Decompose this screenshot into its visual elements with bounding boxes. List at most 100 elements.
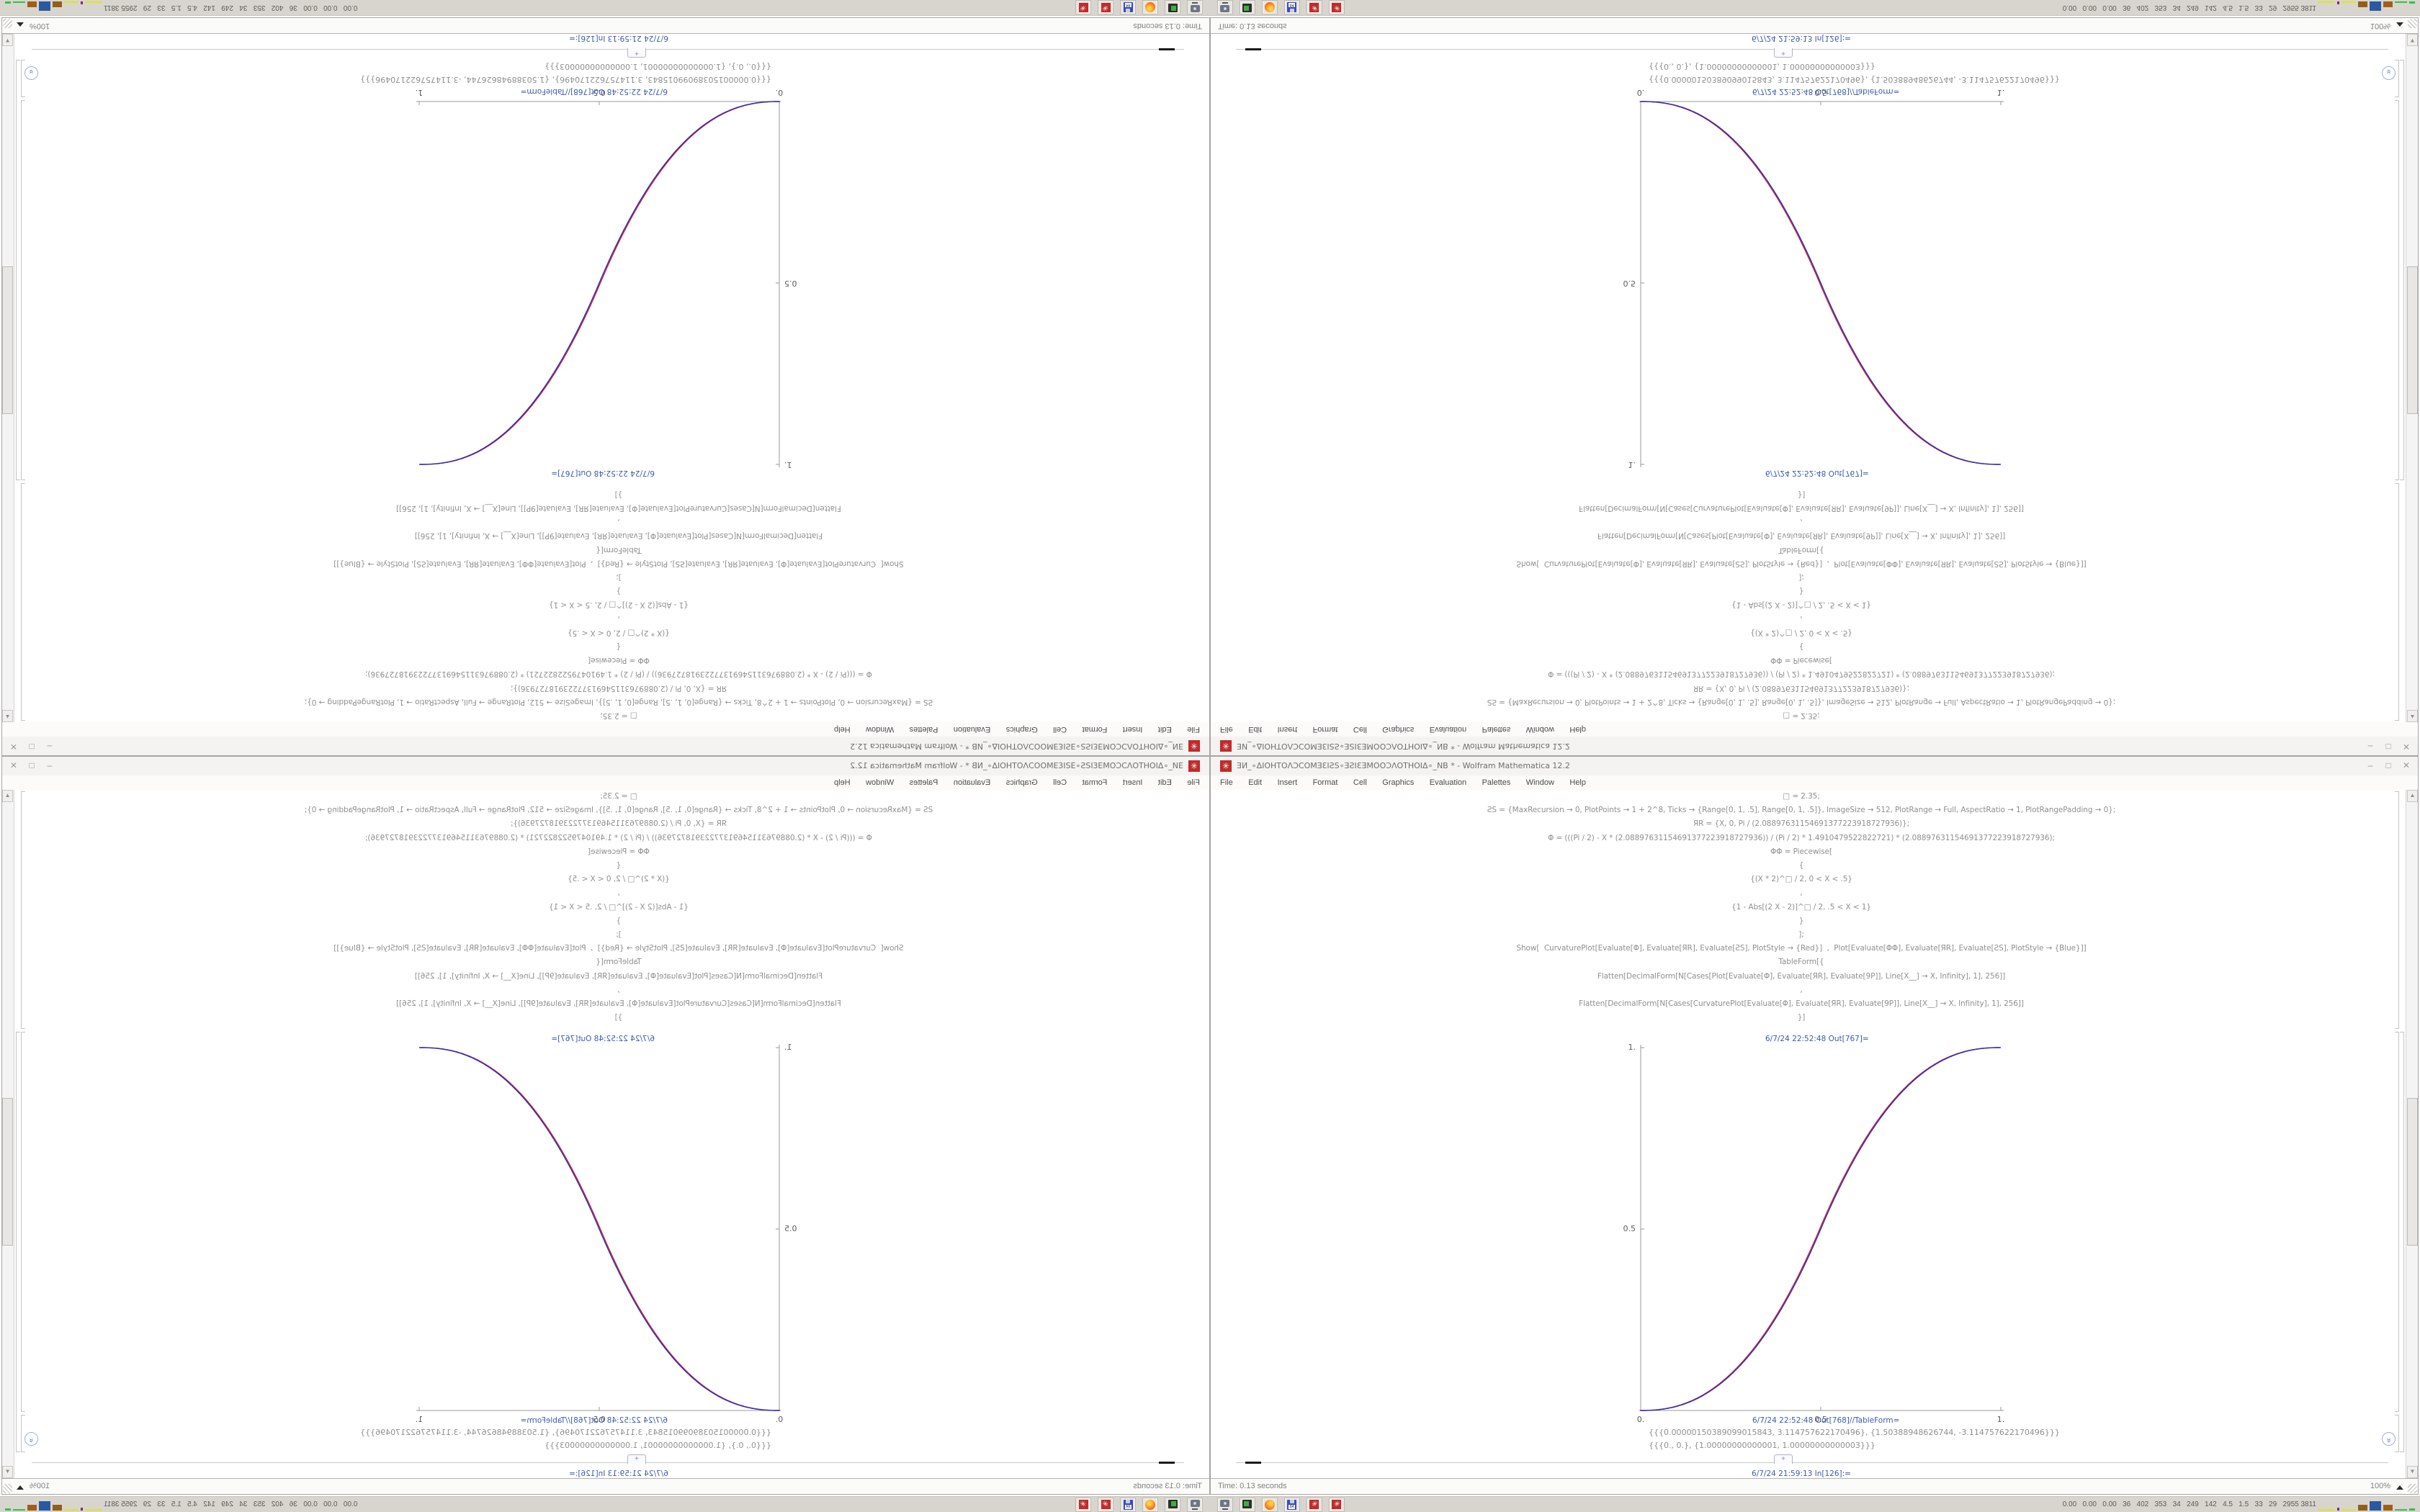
mathematica-icon[interactable]: ✳ (1307, 1498, 1322, 1512)
vertical-scrollbar[interactable]: ▲ ▼ (2406, 34, 2418, 722)
cell-bracket-group[interactable] (16, 60, 20, 480)
menu-file[interactable]: File (1220, 778, 1233, 787)
firefox-icon[interactable] (1262, 0, 1278, 14)
menu-window[interactable]: Window (866, 778, 895, 787)
maximize-button[interactable]: □ (2385, 760, 2391, 770)
cell-bracket-group[interactable] (2400, 1032, 2404, 1452)
scrollbar-thumb[interactable] (2407, 1098, 2418, 1246)
scroll-up-icon[interactable]: ▲ (2407, 790, 2418, 802)
mathematica-icon-2[interactable]: ✳ (1075, 0, 1091, 14)
terminal-icon[interactable] (1165, 1498, 1180, 1512)
cell-bracket-table[interactable] (21, 60, 25, 97)
menu-file[interactable]: File (1187, 778, 1200, 787)
menu-format[interactable]: Format (1312, 778, 1338, 787)
resize-grip[interactable] (2408, 1484, 2417, 1493)
cell-bracket-plot[interactable] (2395, 1032, 2399, 1412)
insert-cell-plus-icon[interactable]: + (1774, 1454, 1793, 1464)
magnification-value[interactable]: 100% (30, 1482, 50, 1490)
menu-help[interactable]: Help (834, 778, 851, 787)
menu-edit[interactable]: Edit (1248, 778, 1263, 787)
cell-bracket-plot[interactable] (21, 100, 25, 480)
menu-cell[interactable]: Cell (1053, 725, 1067, 734)
jump-to-end-icon[interactable]: » (24, 66, 38, 80)
menu-evaluation[interactable]: Evaluation (1429, 778, 1467, 787)
menu-insert[interactable]: Insert (1122, 725, 1143, 734)
jump-to-end-icon[interactable]: » (2382, 66, 2396, 80)
jump-to-end-icon[interactable]: » (2382, 1432, 2396, 1446)
scroll-up-icon[interactable]: ▲ (2, 710, 13, 722)
menu-insert[interactable]: Insert (1122, 778, 1143, 787)
cell-bracket-table[interactable] (2395, 60, 2399, 97)
menu-edit[interactable]: Edit (1248, 725, 1263, 734)
menu-window[interactable]: Window (1525, 778, 1554, 787)
menu-graphics[interactable]: Graphics (1005, 778, 1038, 787)
terminal-icon[interactable] (1240, 1498, 1255, 1512)
terminal-icon[interactable] (1240, 0, 1255, 14)
mathematica-icon-2[interactable]: ✳ (1075, 1498, 1091, 1512)
minimize-button[interactable]: – (47, 760, 53, 770)
cell-insertion-line[interactable] (32, 49, 1184, 50)
menu-graphics[interactable]: Graphics (1382, 778, 1415, 787)
menu-help[interactable]: Help (834, 725, 851, 734)
resize-grip[interactable] (3, 1484, 12, 1493)
floppy-64-icon[interactable]: 64 (1120, 0, 1136, 14)
title-bar[interactable]: ✳ ƎИ_∘ΔIOHTOΛƆCOMƎƐIƧS∘ƎƧIƐƎMOOƆΛOTHOIΔ∘… (2, 736, 1209, 755)
magnification-arrow-icon[interactable] (2396, 22, 2403, 27)
input-cell[interactable]: □ = 2.35; ƧS = {MaxRecursion → 0, PlotPo… (1211, 487, 2392, 722)
menu-cell[interactable]: Cell (1353, 725, 1367, 734)
magnification-arrow-icon[interactable] (17, 22, 24, 27)
resize-grip[interactable] (2408, 19, 2417, 28)
cell-bracket-plot[interactable] (21, 1032, 25, 1412)
vertical-scrollbar[interactable]: ▲ ▼ (2, 34, 14, 722)
scroll-down-icon[interactable]: ▼ (2407, 34, 2418, 46)
menu-format[interactable]: Format (1312, 725, 1338, 734)
mathematica-icon[interactable]: ✳ (1098, 0, 1113, 14)
menu-file[interactable]: File (1220, 725, 1233, 734)
scroll-down-icon[interactable]: ▼ (2, 1466, 13, 1478)
menu-cell[interactable]: Cell (1353, 778, 1367, 787)
minimize-button[interactable]: – (2367, 760, 2373, 770)
mathematica-icon-2[interactable]: ✳ (1329, 1498, 1345, 1512)
menu-evaluation[interactable]: Evaluation (1429, 725, 1467, 734)
magnification-value[interactable]: 100% (2370, 22, 2390, 30)
terminal-icon[interactable] (1165, 0, 1180, 14)
cell-insertion-line[interactable] (1236, 1462, 2388, 1463)
menu-palettes[interactable]: Palettes (1482, 778, 1511, 787)
input-cell[interactable]: □ = 2.35; ƧS = {MaxRecursion → 0, PlotPo… (1211, 790, 2392, 1025)
cell-bracket-input[interactable] (2395, 483, 2399, 721)
firefox-icon[interactable] (1142, 1498, 1158, 1512)
scrollbar-thumb[interactable] (2, 1098, 13, 1246)
menu-format[interactable]: Format (1082, 778, 1108, 787)
close-button[interactable]: ✕ (2402, 760, 2411, 770)
menu-insert[interactable]: Insert (1277, 778, 1298, 787)
menu-palettes[interactable]: Palettes (909, 725, 938, 734)
scroll-down-icon[interactable]: ▼ (2, 34, 13, 46)
scrollbar-thumb[interactable] (2, 266, 13, 414)
cell-bracket-plot[interactable] (2395, 100, 2399, 480)
cell-bracket-group[interactable] (2400, 60, 2404, 480)
close-button[interactable]: ✕ (9, 760, 18, 770)
floppy-64-icon[interactable]: 64 (1284, 1498, 1300, 1512)
mathematica-icon-2[interactable]: ✳ (1329, 0, 1345, 14)
menu-evaluation[interactable]: Evaluation (953, 778, 991, 787)
cell-bracket-group[interactable] (16, 1032, 20, 1452)
menu-edit[interactable]: Edit (1157, 778, 1172, 787)
menu-insert[interactable]: Insert (1277, 725, 1298, 734)
maximize-button[interactable]: □ (29, 742, 35, 752)
magnification-arrow-icon[interactable] (2396, 1485, 2403, 1490)
input-cell[interactable]: □ = 2.35; ƧS = {MaxRecursion → 0, PlotPo… (28, 790, 1209, 1025)
cell-insertion-line[interactable] (32, 1462, 1184, 1463)
cell-bracket-input[interactable] (2395, 791, 2399, 1029)
minimize-button[interactable]: – (47, 742, 53, 752)
input-cell[interactable]: □ = 2.35; ƧS = {MaxRecursion → 0, PlotPo… (28, 487, 1209, 722)
vertical-scrollbar[interactable]: ▲ ▼ (2406, 790, 2418, 1478)
cell-bracket-table[interactable] (2395, 1415, 2399, 1452)
menu-window[interactable]: Window (1525, 725, 1554, 734)
menu-cell[interactable]: Cell (1053, 778, 1067, 787)
floppy-64-icon[interactable]: 64 (1284, 0, 1300, 14)
menu-window[interactable]: Window (866, 725, 895, 734)
cell-insertion-line[interactable] (1236, 49, 2388, 50)
menu-help[interactable]: Help (1569, 778, 1586, 787)
display-icon[interactable] (1187, 1498, 1203, 1512)
mathematica-icon[interactable]: ✳ (1098, 1498, 1113, 1512)
